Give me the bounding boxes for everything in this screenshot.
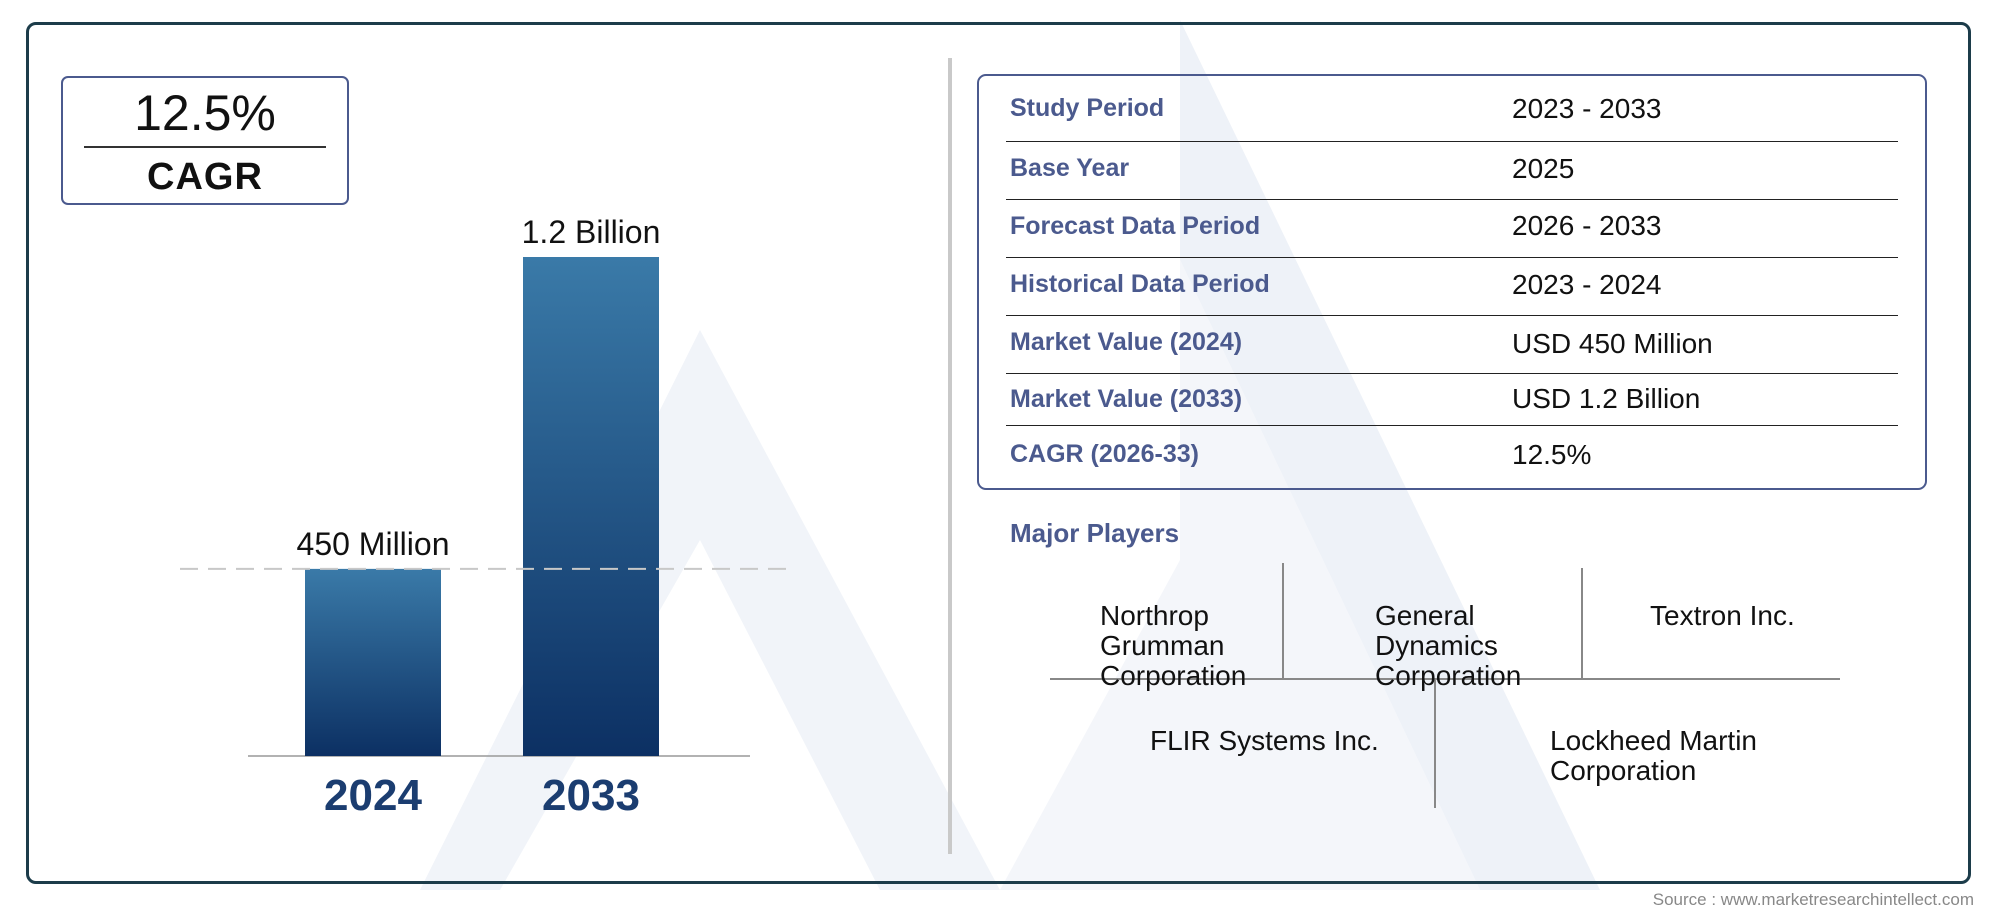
info-label: Study Period bbox=[1010, 94, 1165, 122]
market-info-table: Study Period 2023 - 2033 Base Year 2025 … bbox=[977, 74, 1927, 490]
info-label: Forecast Data Period bbox=[1010, 212, 1261, 240]
bar-chart: 450 Million 2024 1.2 Billion 2033 bbox=[180, 214, 790, 820]
info-value: 2025 bbox=[1512, 153, 1575, 184]
info-value: 2023 - 2024 bbox=[1512, 269, 1662, 300]
player-divider bbox=[1581, 568, 1583, 678]
bar-2024 bbox=[305, 568, 441, 756]
infographic-frame bbox=[26, 22, 1971, 884]
data-label: 450 Million bbox=[297, 526, 450, 562]
bar-2033 bbox=[523, 257, 659, 756]
info-row-market-value-2033: Market Value (2033) USD 1.2 Billion bbox=[1006, 374, 1898, 426]
info-row-base-year: Base Year 2025 bbox=[1006, 142, 1898, 200]
cagr-box: 12.5% CAGR bbox=[61, 76, 349, 205]
player-divider bbox=[1282, 563, 1284, 680]
player-divider bbox=[1050, 678, 1840, 680]
info-value: 12.5% bbox=[1512, 439, 1592, 470]
cagr-label: CAGR bbox=[147, 156, 263, 198]
info-row-study-period: Study Period 2023 - 2033 bbox=[1006, 76, 1898, 142]
cagr-value: 12.5% bbox=[134, 85, 276, 141]
info-row-historical-period: Historical Data Period 2023 - 2024 bbox=[1006, 258, 1898, 316]
info-value: 2026 - 2033 bbox=[1512, 210, 1662, 241]
info-row-market-value-2024: Market Value (2024) USD 450 Million bbox=[1006, 316, 1898, 374]
info-value: USD 1.2 Billion bbox=[1512, 383, 1701, 414]
info-row-cagr: CAGR (2026-33) 12.5% bbox=[1006, 426, 1898, 486]
category-label: 2033 bbox=[542, 771, 640, 820]
info-label: Market Value (2033) bbox=[1010, 385, 1243, 413]
info-label: Market Value (2024) bbox=[1010, 328, 1243, 356]
info-row-forecast-period: Forecast Data Period 2026 - 2033 bbox=[1006, 200, 1898, 258]
cagr-divider bbox=[84, 146, 326, 148]
section-divider bbox=[948, 58, 952, 854]
info-value: 2023 - 2033 bbox=[1512, 93, 1662, 124]
player-name: Textron Inc. bbox=[1650, 600, 1795, 631]
player-name: General Dynamics Corporation bbox=[1375, 600, 1522, 691]
player-name: Lockheed Martin Corporation bbox=[1550, 725, 1758, 786]
info-label: Historical Data Period bbox=[1010, 270, 1270, 298]
player-name: FLIR Systems Inc. bbox=[1150, 725, 1379, 756]
data-label: 1.2 Billion bbox=[522, 214, 661, 250]
source-credit: Source : www.marketresearchintellect.com bbox=[1652, 890, 1974, 909]
major-players-title: Major Players bbox=[1010, 518, 1180, 548]
category-label: 2024 bbox=[324, 771, 422, 820]
info-label: Base Year bbox=[1010, 154, 1130, 182]
player-name: Northrop Grumman Corporation bbox=[1100, 600, 1247, 691]
info-value: USD 450 Million bbox=[1512, 328, 1713, 359]
info-label: CAGR (2026-33) bbox=[1010, 440, 1199, 468]
player-divider bbox=[1434, 680, 1436, 808]
